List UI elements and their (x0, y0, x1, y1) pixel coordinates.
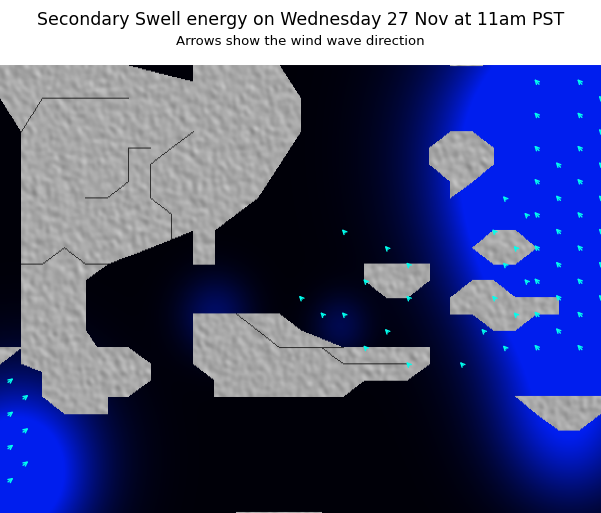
Text: Arrows show the wind wave direction: Arrows show the wind wave direction (176, 35, 425, 48)
Text: Secondary Swell energy on Wednesday 27 Nov at 11am PST: Secondary Swell energy on Wednesday 27 N… (37, 11, 564, 29)
